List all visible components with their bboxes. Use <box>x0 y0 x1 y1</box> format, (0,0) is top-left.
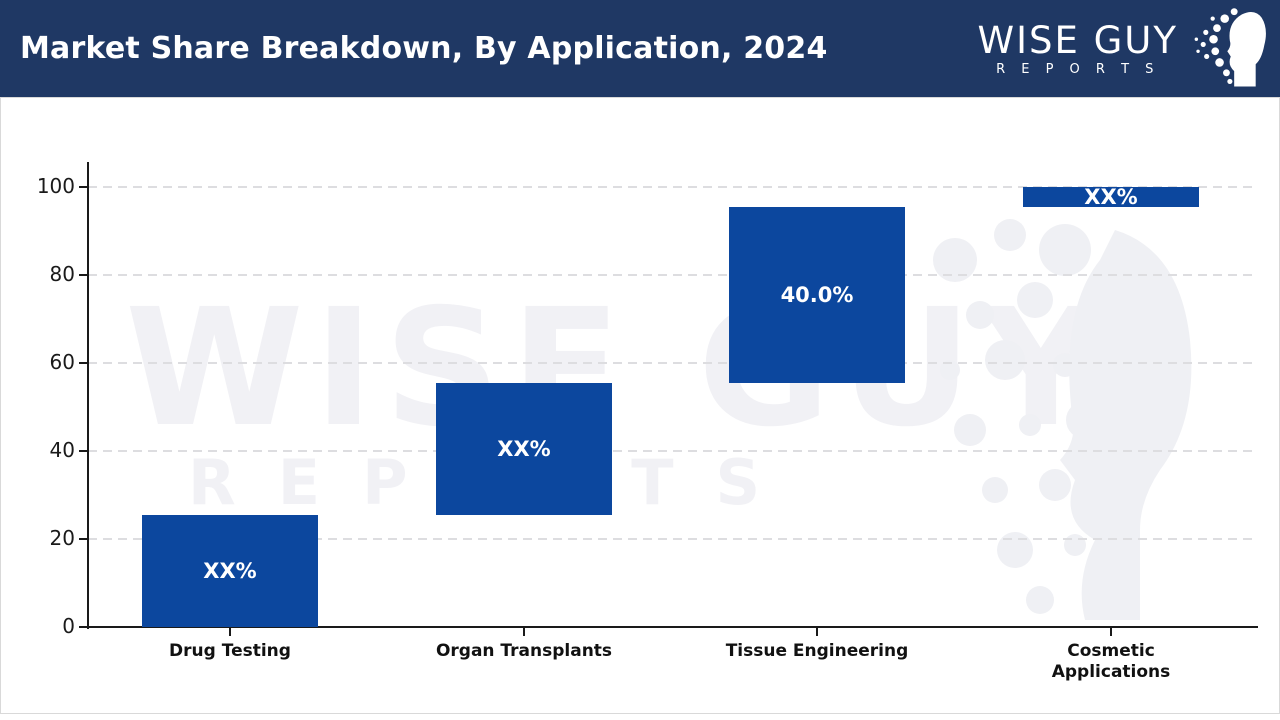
gridline-y20 <box>88 538 1258 540</box>
y-tick-label-20: 20 <box>49 526 75 550</box>
logo-subtitle: R E P O R T S <box>996 61 1160 77</box>
y-tick-label-80: 80 <box>49 262 75 286</box>
y-tick-label-100: 100 <box>36 174 75 198</box>
gridline-y60 <box>88 362 1258 364</box>
bar-value-label: XX% <box>497 436 551 461</box>
x-tick-3 <box>1110 628 1112 636</box>
header-bar: Market Share Breakdown, By Application, … <box>0 0 1280 97</box>
y-axis-line <box>87 162 89 629</box>
y-tick-80 <box>79 274 87 276</box>
bar-organ-transplants: XX% <box>436 382 612 515</box>
wise-guy-reports-logo: WISE GUY R E P O R T S <box>978 5 1266 93</box>
logo-text: WISE GUY R E P O R T S <box>978 22 1178 76</box>
gridline-y100 <box>88 186 1258 188</box>
y-tick-label-60: 60 <box>49 350 75 374</box>
logo-head-icon <box>1180 5 1266 93</box>
x-tick-label-1: Organ Transplants <box>435 641 613 661</box>
bar-tissue-engineering: 40.0% <box>729 206 905 383</box>
y-tick-20 <box>79 538 87 540</box>
gridline-y40 <box>88 450 1258 452</box>
y-tick-60 <box>79 362 87 364</box>
bar-value-label: XX% <box>1084 184 1138 209</box>
chart-title: Market Share Breakdown, By Application, … <box>20 31 828 66</box>
y-tick-100 <box>79 186 87 188</box>
x-axis-line <box>87 626 1258 628</box>
x-tick-1 <box>523 628 525 636</box>
x-tick-2 <box>816 628 818 636</box>
bar-drug-testing: XX% <box>142 514 318 627</box>
y-tick-label-0: 0 <box>62 614 75 638</box>
y-tick-40 <box>79 450 87 452</box>
gridline-y80 <box>88 274 1258 276</box>
bar-value-label: XX% <box>203 558 257 583</box>
y-tick-label-40: 40 <box>49 438 75 462</box>
logo-wordmark: WISE GUY <box>977 18 1178 62</box>
x-tick-label-2: Tissue Engineering <box>725 641 909 661</box>
bar-value-label: 40.0% <box>780 282 854 307</box>
x-tick-label-0: Drug Testing <box>169 641 291 661</box>
x-tick-label-3: Cosmetic Applications <box>1051 641 1171 683</box>
bar-cosmetic-applications: XX% <box>1023 184 1199 209</box>
x-tick-0 <box>229 628 231 636</box>
y-tick-0 <box>79 626 87 628</box>
